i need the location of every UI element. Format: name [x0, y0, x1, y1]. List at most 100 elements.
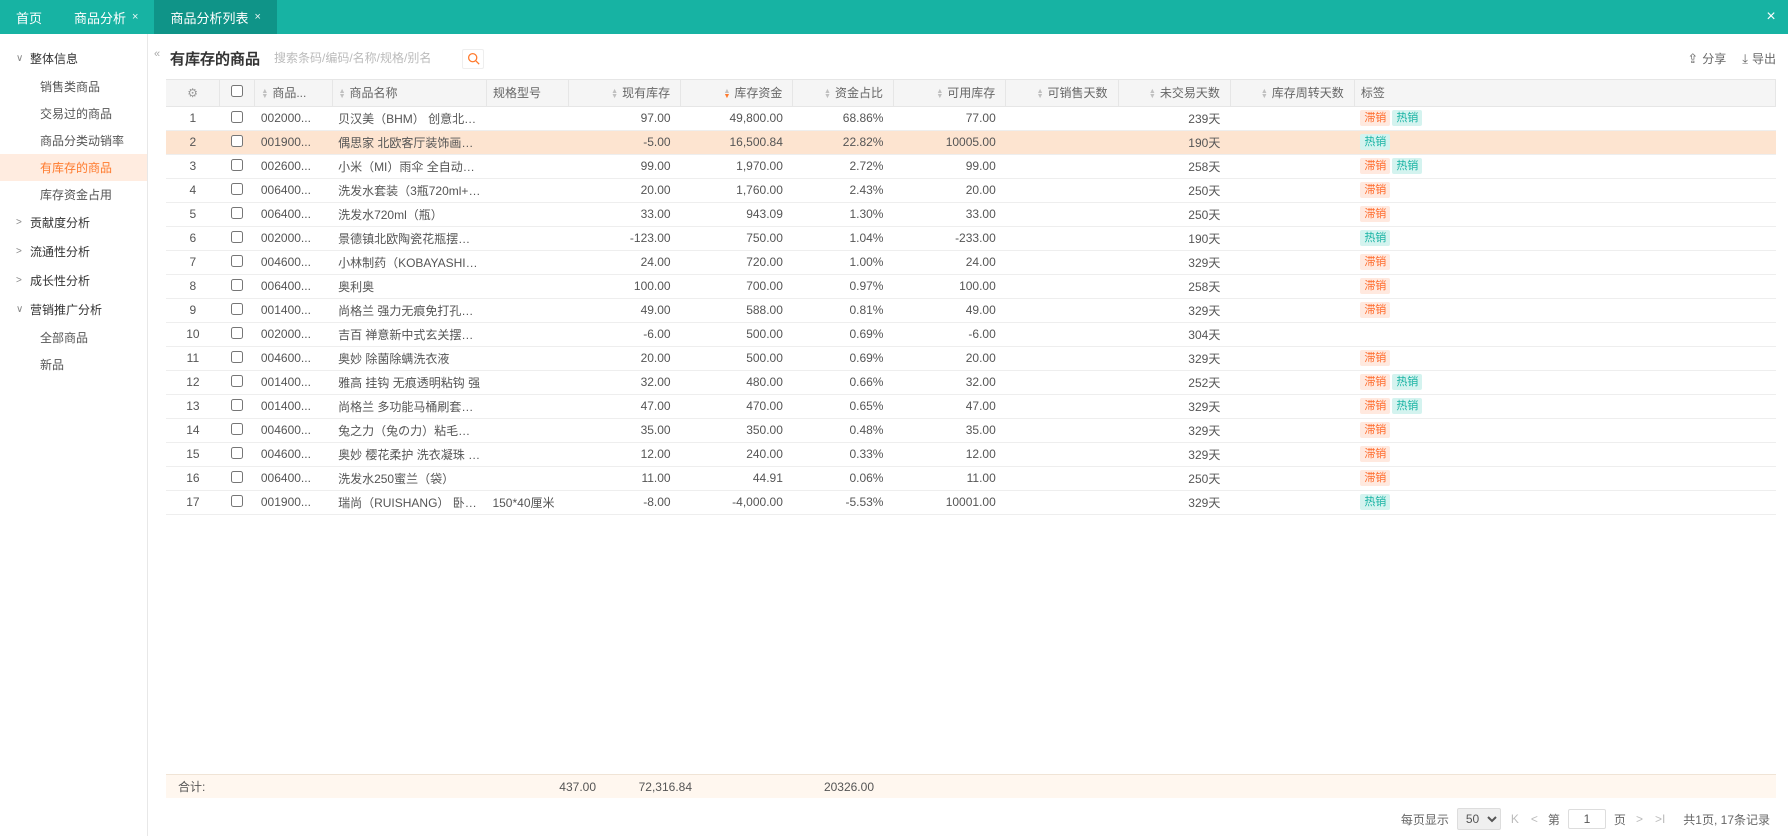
pager-first-button[interactable]: K — [1509, 812, 1521, 826]
cell-spec — [486, 274, 568, 298]
search-input[interactable] — [274, 51, 454, 66]
totals-label: 合计: — [166, 778, 212, 795]
cell-notrade: 258天 — [1118, 274, 1230, 298]
row-checkbox[interactable] — [231, 375, 243, 387]
table-row[interactable]: 11004600...奥妙 除菌除螨洗衣液20.00500.000.69%20.… — [166, 346, 1776, 370]
row-checkbox[interactable] — [231, 111, 243, 123]
sidebar-group-营销推广分析[interactable]: ∨营销推广分析 — [0, 295, 147, 324]
tab-首页[interactable]: 首页 — [0, 0, 58, 34]
cell-turn — [1230, 130, 1354, 154]
table-row[interactable]: 1002000...贝汉美（BHM） 创意北欧简97.0049,800.0068… — [166, 106, 1776, 130]
table-row[interactable]: 16006400...洗发水250蜜兰（袋）11.0044.910.06%11.… — [166, 466, 1776, 490]
sidebar-item-有库存的商品[interactable]: 有库存的商品 — [0, 154, 147, 181]
col-header-days[interactable]: ▲▼可销售天数 — [1006, 80, 1118, 106]
row-checkbox[interactable] — [231, 159, 243, 171]
cell-name: 贝汉美（BHM） 创意北欧简 — [332, 106, 486, 130]
pager-next-button[interactable]: > — [1634, 812, 1645, 826]
row-checkbox[interactable] — [231, 423, 243, 435]
row-checkbox[interactable] — [231, 183, 243, 195]
col-header-ratio[interactable]: ▲▼资金占比 — [793, 80, 894, 106]
cell-ratio: 0.48% — [793, 418, 894, 442]
sidebar-item-销售类商品[interactable]: 销售类商品 — [0, 73, 147, 100]
row-checkbox[interactable] — [231, 399, 243, 411]
cell-spec — [486, 394, 568, 418]
cell-spec — [486, 346, 568, 370]
per-page-select[interactable]: 50 — [1457, 808, 1501, 830]
cell-index: 15 — [166, 442, 220, 466]
export-button[interactable]: ⤓导出 — [1742, 50, 1776, 67]
sort-icon: ▲▼ — [261, 89, 268, 99]
sidebar-item-库存资金占用[interactable]: 库存资金占用 — [0, 181, 147, 208]
cell-days — [1006, 250, 1118, 274]
row-checkbox[interactable] — [231, 255, 243, 267]
pager-prev-button[interactable]: < — [1529, 812, 1540, 826]
col-header-avail[interactable]: ▲▼可用库存 — [893, 80, 1005, 106]
cell-stock: 20.00 — [568, 346, 680, 370]
close-all-tabs-button[interactable]: × — [1754, 0, 1788, 34]
table-row[interactable]: 7004600...小林制药（KOBAYASHI）日24.00720.001.0… — [166, 250, 1776, 274]
table-row[interactable]: 15004600...奥妙 樱花柔护 洗衣凝珠 1012.00240.000.3… — [166, 442, 1776, 466]
table-row[interactable]: 17001900...瑞尚（RUISHANG） 卧室装150*40厘米-8.00… — [166, 490, 1776, 514]
table-row[interactable]: 9001400...尚格兰 强力无痕免打孔浴室49.00588.000.81%4… — [166, 298, 1776, 322]
cell-avail: 20.00 — [893, 178, 1005, 202]
cell-days — [1006, 202, 1118, 226]
table-row[interactable]: 10002000...吉百 禅意新中式玄关摆件客-6.00500.000.69%… — [166, 322, 1776, 346]
page-prefix: 第 — [1548, 811, 1560, 828]
row-checkbox[interactable] — [231, 471, 243, 483]
table-row[interactable]: 4006400...洗发水套装（3瓶720ml+1瓶20.001,760.002… — [166, 178, 1776, 202]
sidebar-group-整体信息[interactable]: ∨整体信息 — [0, 44, 147, 73]
table-row[interactable]: 13001400...尚格兰 多功能马桶刷套装 卫47.00470.000.65… — [166, 394, 1776, 418]
cell-days — [1006, 322, 1118, 346]
table-row[interactable]: 3002600...小米（MI）雨伞 全自动折叠99.001,970.002.7… — [166, 154, 1776, 178]
tab-close-icon[interactable]: × — [132, 11, 138, 23]
cell-spec: 150*40厘米 — [486, 490, 568, 514]
table-row[interactable]: 14004600...兔之力（兔の力）粘毛器粘35.00350.000.48%3… — [166, 418, 1776, 442]
sort-icon: ▲▼ — [1149, 89, 1156, 99]
table-row[interactable]: 12001400...雅高 挂钩 无痕透明粘钩 强32.00480.000.66… — [166, 370, 1776, 394]
search-icon[interactable] — [462, 49, 484, 69]
row-checkbox[interactable] — [231, 495, 243, 507]
tab-商品分析列表[interactable]: 商品分析列表× — [154, 0, 276, 34]
row-checkbox[interactable] — [231, 231, 243, 243]
cell-stock: 49.00 — [568, 298, 680, 322]
tag-slow: 滞销 — [1360, 398, 1390, 414]
tab-商品分析[interactable]: 商品分析× — [58, 0, 154, 34]
table-row[interactable]: 8006400...奥利奥100.00700.000.97%100.00258天… — [166, 274, 1776, 298]
gear-icon[interactable]: ⚙ — [187, 86, 198, 100]
sidebar-group-贡献度分析[interactable]: >贡献度分析 — [0, 208, 147, 237]
cell-code: 004600... — [255, 442, 332, 466]
cell-name: 洗发水720ml（瓶） — [332, 202, 486, 226]
pager-last-button[interactable]: >I — [1653, 812, 1667, 826]
tab-close-icon[interactable]: × — [254, 11, 260, 23]
table-row[interactable]: 5006400...洗发水720ml（瓶）33.00943.091.30%33.… — [166, 202, 1776, 226]
row-checkbox[interactable] — [231, 135, 243, 147]
row-checkbox[interactable] — [231, 327, 243, 339]
share-icon: ⇪ — [1687, 51, 1698, 67]
col-header-code[interactable]: ▲▼商品... — [255, 80, 332, 106]
row-checkbox[interactable] — [231, 303, 243, 315]
share-button[interactable]: ⇪分享 — [1687, 50, 1726, 67]
col-header-turn[interactable]: ▲▼库存周转天数 — [1230, 80, 1354, 106]
select-all-checkbox[interactable] — [231, 85, 243, 97]
col-header-stock[interactable]: ▲▼现有库存 — [568, 80, 680, 106]
sidebar-item-全部商品[interactable]: 全部商品 — [0, 324, 147, 351]
sidebar-collapse-toggle[interactable]: « — [148, 34, 166, 836]
row-checkbox[interactable] — [231, 447, 243, 459]
col-header-notrade[interactable]: ▲▼未交易天数 — [1118, 80, 1230, 106]
cell-amount: 350.00 — [681, 418, 793, 442]
sidebar-item-交易过的商品[interactable]: 交易过的商品 — [0, 100, 147, 127]
col-header-name[interactable]: ▲▼商品名称 — [332, 80, 486, 106]
row-checkbox[interactable] — [231, 279, 243, 291]
sidebar-item-新品[interactable]: 新品 — [0, 351, 147, 378]
sidebar-item-商品分类动销率[interactable]: 商品分类动销率 — [0, 127, 147, 154]
row-checkbox[interactable] — [231, 351, 243, 363]
col-label: 规格型号 — [493, 86, 541, 100]
sidebar-group-流通性分析[interactable]: >流通性分析 — [0, 237, 147, 266]
table-row[interactable]: 6002000...景德镇北欧陶瓷花瓶摆件 仿-123.00750.001.04… — [166, 226, 1776, 250]
page-input[interactable] — [1568, 809, 1606, 829]
sidebar-group-成长性分析[interactable]: >成长性分析 — [0, 266, 147, 295]
cell-stock: 24.00 — [568, 250, 680, 274]
col-header-amount[interactable]: ▲▼库存资金 — [681, 80, 793, 106]
table-row[interactable]: 2001900...偶思家 北欧客厅装饰画卧室-5.0016,500.8422.… — [166, 130, 1776, 154]
row-checkbox[interactable] — [231, 207, 243, 219]
